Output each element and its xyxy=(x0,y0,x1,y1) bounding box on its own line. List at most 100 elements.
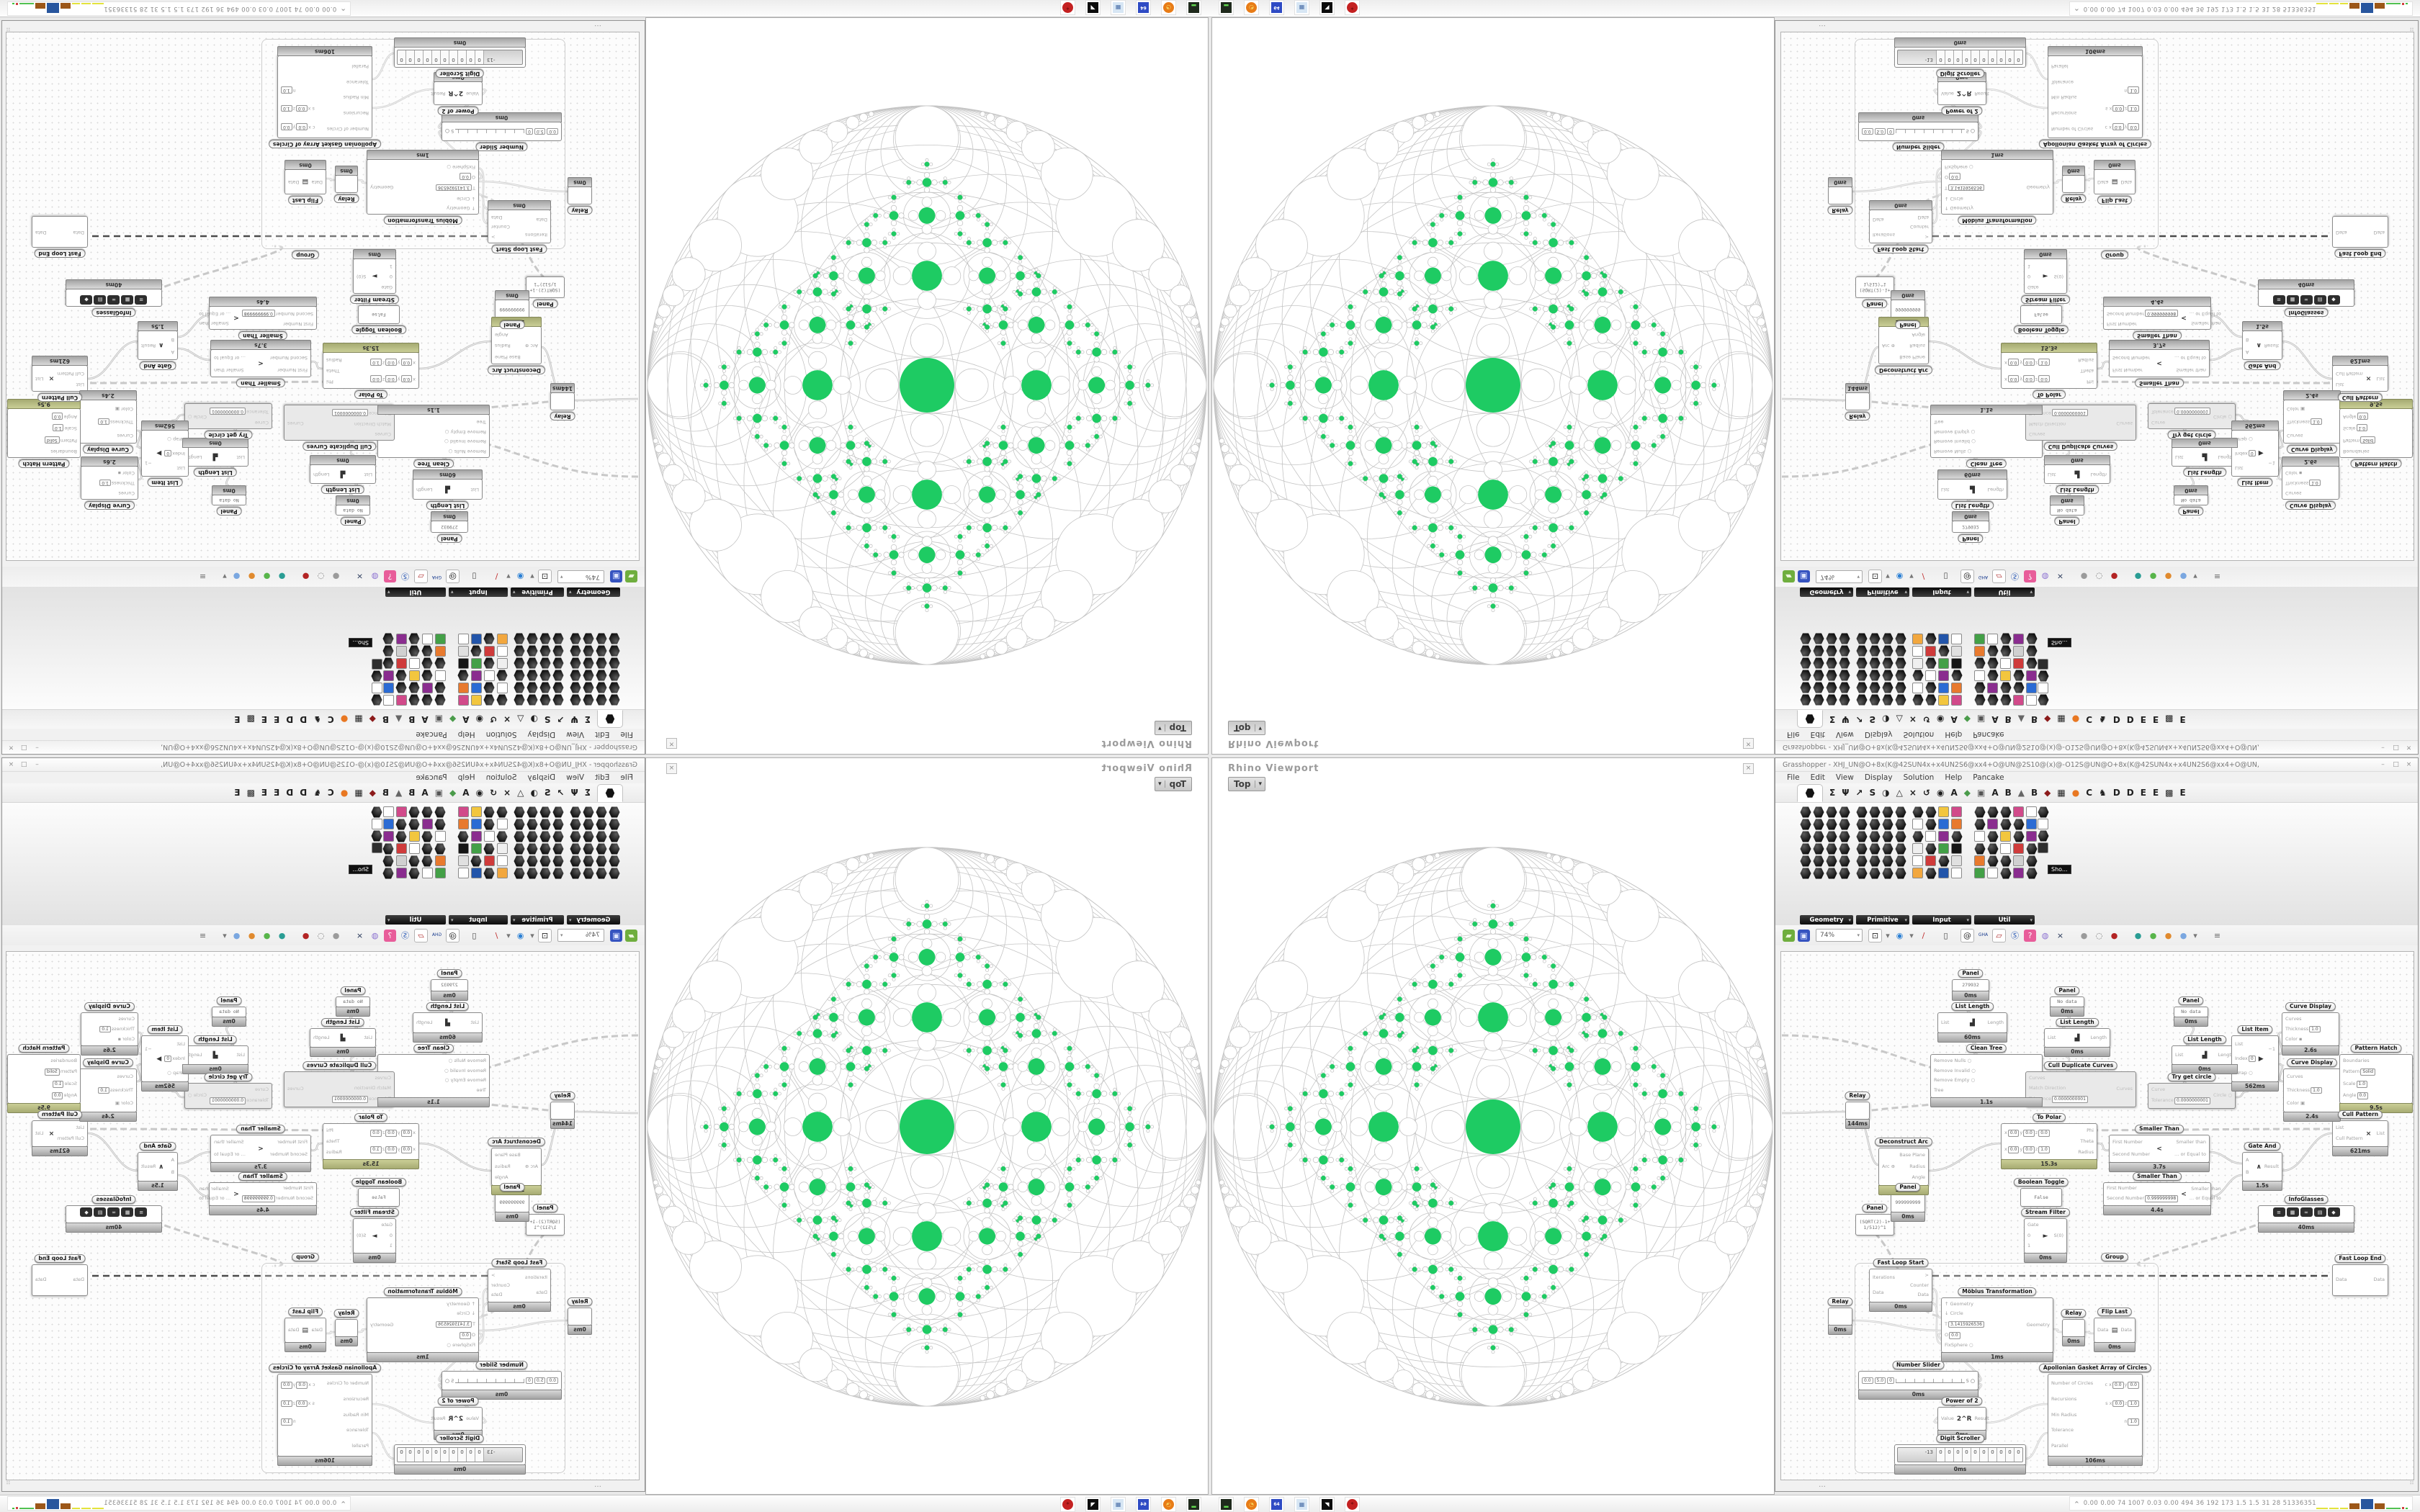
value-box[interactable]: Solid xyxy=(2360,436,2376,444)
zoom-level-select[interactable]: 74% ▾ xyxy=(557,570,604,583)
minimize-button[interactable]: – xyxy=(2381,744,2385,751)
component-icon[interactable] xyxy=(1882,633,1894,644)
component-icon[interactable] xyxy=(1938,831,1949,842)
value-box[interactable]: 1.0 xyxy=(98,418,109,426)
node-name-capsule[interactable]: List Length xyxy=(426,501,470,510)
number-slider-node[interactable]: Number Slider 0.0 5.0 0 5 ○ 0ms xyxy=(442,112,562,151)
stream-filter-node[interactable]: Stream Filter Gate 0 1 ► S(0) 0ms xyxy=(2021,1208,2070,1263)
component-icon[interactable] xyxy=(1813,657,1824,669)
chevron-up-icon[interactable]: ^ xyxy=(2074,1500,2079,1507)
resize-grip-icon[interactable]: ⠿ xyxy=(2409,1480,2414,1487)
value-box[interactable]: 1.0 xyxy=(281,1400,292,1408)
chevron-down-icon[interactable]: ▾ xyxy=(530,930,534,940)
try-get-circle-node[interactable]: Try get circle Curve Tolerance 0.000000000… xyxy=(2148,403,2236,439)
digit-cell[interactable]: 0 xyxy=(1953,50,1962,64)
node-name-capsule[interactable]: Power of 2 xyxy=(1941,1397,1983,1405)
relay-node[interactable]: Relay 0ms xyxy=(1827,1297,1853,1335)
component-icon[interactable] xyxy=(1839,670,1850,681)
number-slider-node[interactable]: Number Slider 0.0 5.0 0 5 ○ 0ms xyxy=(442,1361,562,1400)
component-icon[interactable] xyxy=(382,843,394,855)
digit-cell[interactable]: 0 xyxy=(406,50,415,64)
slider-knob[interactable]: ○ xyxy=(1970,1377,1975,1384)
ribbon-tab-17[interactable]: ▦ xyxy=(354,788,363,798)
tab-params-active[interactable] xyxy=(597,784,623,802)
node-name-capsule[interactable]: Boolean Toggle xyxy=(2013,325,2069,334)
cull-pattern-node[interactable]: Cull Pattern List Cull Pattern × List 621ms xyxy=(32,1110,88,1156)
preview-shaded-sphere-icon[interactable]: ● xyxy=(2110,572,2118,582)
component-icon[interactable] xyxy=(395,831,407,842)
node-name-capsule[interactable]: Curve Display xyxy=(2285,1002,2336,1011)
chevron-down-icon[interactable]: ▾ xyxy=(2193,930,2197,940)
node-name-capsule[interactable]: Power of 2 xyxy=(437,107,479,115)
chevron-down-icon[interactable]: ▾ xyxy=(1255,780,1265,788)
node-name-capsule[interactable]: Fast Loop End xyxy=(34,249,86,258)
component-icon[interactable] xyxy=(609,657,620,669)
ribbon-tab-12[interactable]: A xyxy=(1991,788,1999,798)
curve-display-node[interactable]: Curve Display Curves Thickness 1.0 Color ▣ 2… xyxy=(2283,390,2341,454)
component-icon[interactable] xyxy=(497,646,508,657)
menu-solution[interactable]: Solution xyxy=(1903,730,1935,739)
node-name-capsule[interactable]: InfoGlasses xyxy=(91,1195,136,1204)
component-icon[interactable] xyxy=(526,694,538,706)
maximize-button[interactable]: □ xyxy=(2393,744,2399,751)
infoglasses-icon[interactable]: ▤ xyxy=(94,1207,107,1217)
preview-wire-sphere-icon[interactable]: ◌ xyxy=(2095,572,2103,582)
ribbon-tab-9[interactable]: A xyxy=(462,788,470,798)
component-icon[interactable] xyxy=(483,868,495,879)
component-icon[interactable] xyxy=(1813,633,1824,644)
component-icon[interactable] xyxy=(2026,855,2038,867)
chevron-down-icon[interactable]: ▾ xyxy=(1155,724,1165,732)
component-icon[interactable] xyxy=(458,819,469,829)
to-polar-node[interactable]: To Polar x 0.0 y 0.0 z 0.0 x 0.0 y 0.0 z 1… xyxy=(323,343,419,399)
slider-knob[interactable]: ○ xyxy=(1970,128,1975,135)
component-icon[interactable] xyxy=(1826,855,1837,867)
fast-loop-end-node[interactable]: Fast Loop End Data Data xyxy=(2332,216,2388,258)
menu-view[interactable]: View xyxy=(566,773,585,782)
balloon-blue-icon[interactable]: ● xyxy=(2179,572,2187,582)
menu-edit[interactable]: Edit xyxy=(1810,730,1825,739)
value-box[interactable]: 0.0 xyxy=(296,123,308,131)
menu-lines-icon[interactable]: ≡ xyxy=(199,572,207,582)
value-box[interactable]: 1.0 xyxy=(2309,479,2321,487)
node-name-capsule[interactable]: Smaller Than xyxy=(236,379,285,387)
component-icon[interactable] xyxy=(471,868,482,878)
component-icon[interactable] xyxy=(1912,868,1923,878)
node-name-capsule[interactable]: Smaller Than xyxy=(2135,1125,2184,1133)
digit-cell[interactable]: 0 xyxy=(1953,1448,1962,1462)
firefox-app-icon[interactable]: ◔ xyxy=(1161,1497,1176,1512)
node-name-capsule[interactable]: Clean Tree xyxy=(1966,459,2007,468)
fast-loop-start-node[interactable]: Fast Loop Start Iterations Data > Counter Dat… xyxy=(488,200,551,253)
ribbon-tab-18[interactable]: ● xyxy=(340,714,349,724)
component-icon[interactable] xyxy=(514,670,525,681)
component-icon[interactable] xyxy=(421,806,433,818)
component-icon[interactable] xyxy=(570,694,581,706)
node-name-capsule[interactable]: Try get circle xyxy=(204,431,253,439)
node-name-capsule[interactable]: Smaller Than xyxy=(236,1125,285,1133)
infoglasses-icon[interactable]: ◆ xyxy=(80,295,93,305)
value-box[interactable]: 0 xyxy=(2248,449,2256,457)
menu-help[interactable]: Help xyxy=(457,730,475,739)
component-icon[interactable] xyxy=(526,843,538,855)
node-name-capsule[interactable]: Relay xyxy=(1827,1297,1853,1306)
component-icon[interactable] xyxy=(596,694,607,706)
fast-loop-start-node[interactable]: Fast Loop Start Iterations Data > Counter Dat… xyxy=(1869,200,1932,253)
component-icon[interactable] xyxy=(1895,868,1906,879)
component-icon[interactable] xyxy=(1974,657,1986,669)
component-icon[interactable] xyxy=(1925,633,1937,644)
apollonian-gasket-array-of-circles-node[interactable]: Apollonian Gasket Array of Circles Number… xyxy=(268,46,382,148)
component-icon[interactable] xyxy=(2038,683,2048,693)
node-name-capsule[interactable]: Relay xyxy=(550,1092,575,1100)
panel-label-util[interactable]: Util ▾ xyxy=(385,588,446,597)
ribbon-tab-6[interactable]: × xyxy=(1909,714,1917,724)
zoom-level-select[interactable]: 74% ▾ xyxy=(557,929,604,942)
component-icon[interactable] xyxy=(395,819,407,830)
balloon-teal-icon[interactable]: ● xyxy=(278,930,286,940)
stream-filter-node[interactable]: Stream Filter Gate 0 1 ► S(0) 0ms xyxy=(350,249,399,304)
component-icon[interactable] xyxy=(2013,695,2024,706)
bulb-icon[interactable]: ◍ xyxy=(371,572,379,582)
tab-params-active[interactable] xyxy=(1797,784,1823,802)
node-name-capsule[interactable]: List Item xyxy=(2237,1025,2273,1034)
chevron-down-icon[interactable]: ▾ xyxy=(2030,917,2033,923)
node-name-capsule[interactable]: Flip Last xyxy=(2097,1308,2133,1316)
node-name-capsule[interactable]: Deconstruct Arc xyxy=(488,1138,545,1146)
